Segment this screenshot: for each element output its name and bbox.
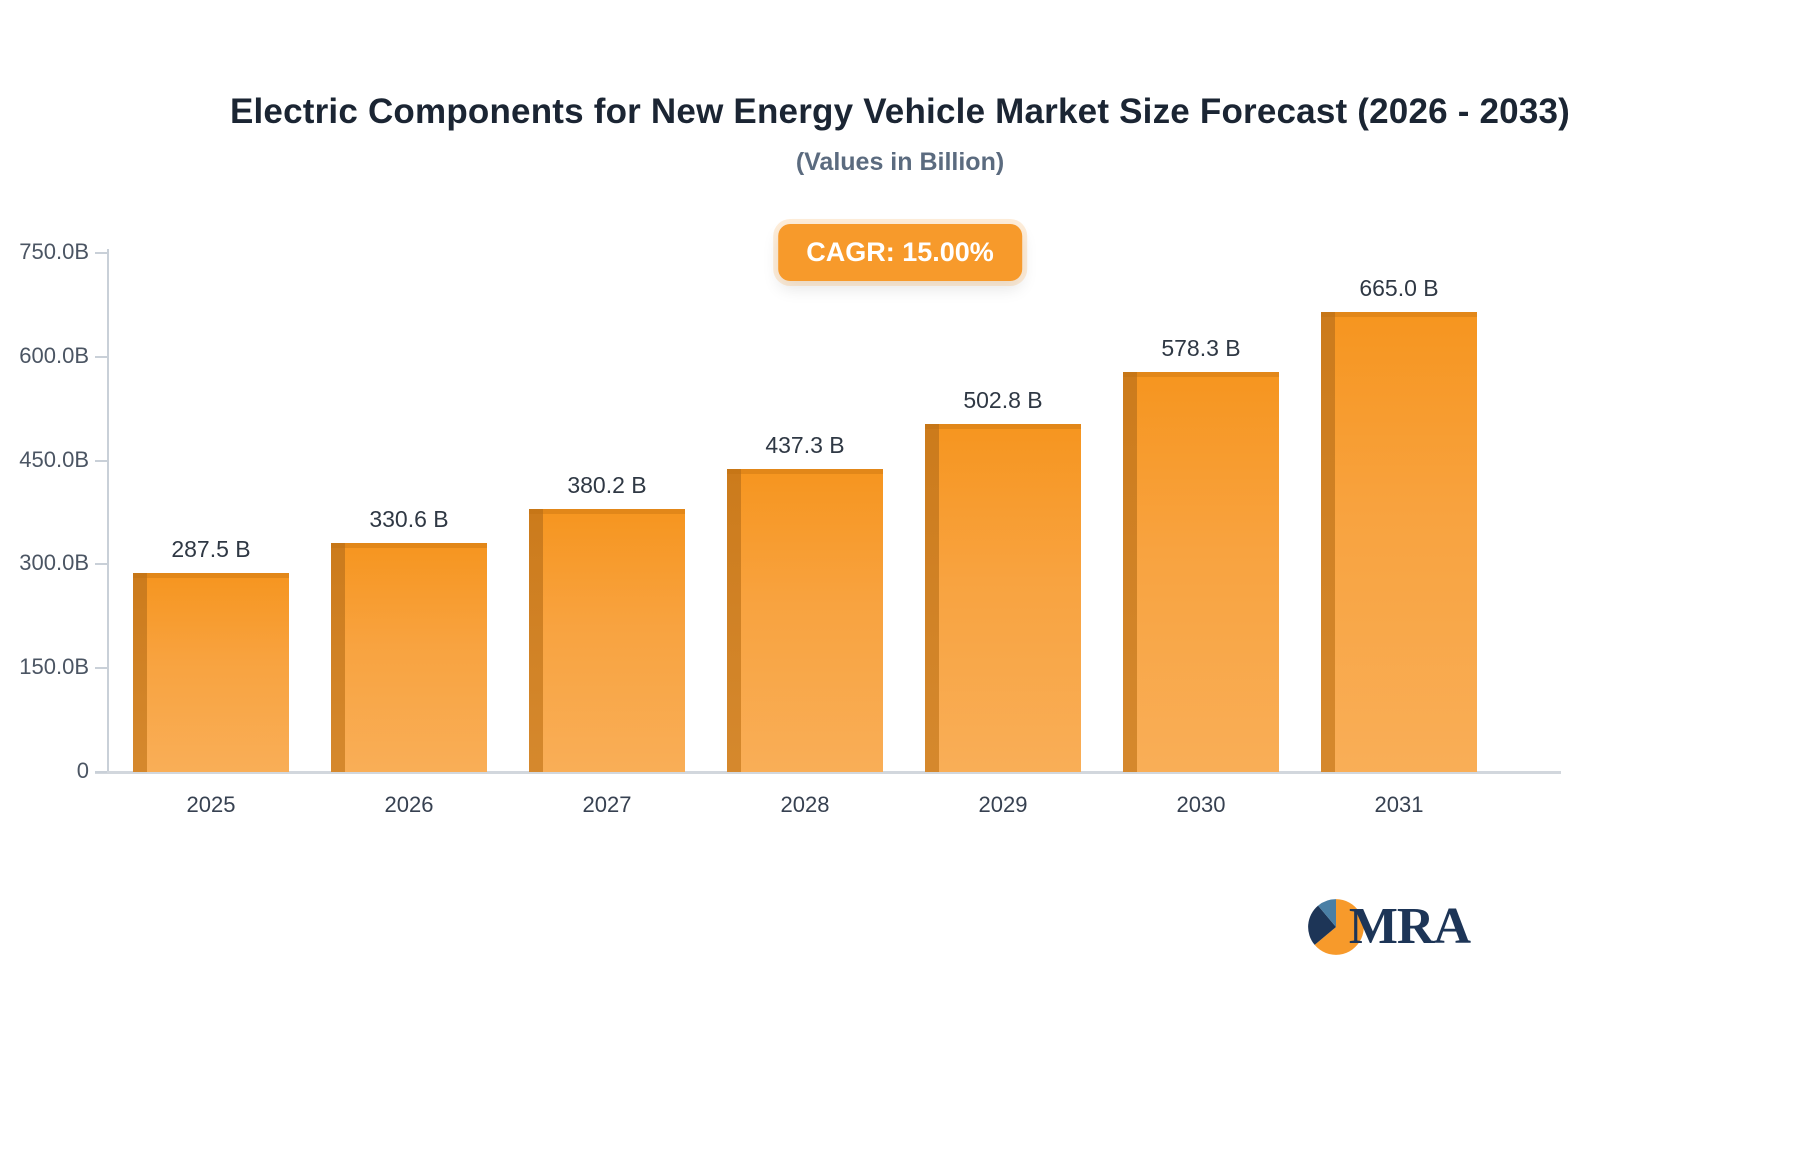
x-axis-line <box>95 771 1561 774</box>
x-axis-category-label: 2028 <box>780 792 830 817</box>
x-axis-category-label: 2025 <box>186 792 236 817</box>
x-axis-category-label: 2026 <box>384 792 434 817</box>
x-axis-category-label: 2031 <box>1374 792 1424 817</box>
bar-value-label: 578.3 B <box>1161 334 1241 361</box>
bar-value-label: 330.6 B <box>369 506 449 533</box>
bar-group: 502.8 B 2029 <box>925 253 1081 817</box>
tick-mark <box>95 459 107 462</box>
bar <box>529 508 685 773</box>
y-axis-tick-label: 300.0B <box>19 550 89 576</box>
mra-logo-pie-icon <box>1307 898 1364 955</box>
bar <box>1321 311 1477 773</box>
bar-group: 380.2 B 2027 <box>529 253 685 817</box>
bar-value-label: 380.2 B <box>567 471 647 498</box>
y-axis-tick-label: 0 <box>76 758 89 783</box>
bar <box>925 424 1081 772</box>
cagr-badge: CAGR: 15.00% <box>778 224 1022 281</box>
bar-value-label: 437.3 B <box>765 432 845 459</box>
bar-group: 287.5 B 2025 <box>133 253 289 817</box>
chart-title: Electric Components for New Energy Vehic… <box>229 92 1571 131</box>
bar-group: 665.0 B 2031 <box>1321 253 1477 817</box>
bar-value-label: 502.8 B <box>963 387 1043 414</box>
plot-area: 287.5 B 2025 330.6 B 2026 380.2 B 2027 4… <box>19 239 1561 817</box>
tick-mark <box>95 563 107 566</box>
mra-logo: MRA <box>1307 897 1471 956</box>
bar-group: 578.3 B 2030 <box>1123 253 1279 817</box>
y-axis-tick-label: 450.0B <box>19 446 89 472</box>
tick-mark <box>95 355 107 358</box>
y-axis-tick-label: 600.0B <box>19 342 89 368</box>
y-axis-tick-label: 750.0B <box>19 239 89 264</box>
chart-subtitle: (Values in Billion) <box>795 148 1005 176</box>
bar <box>727 469 883 772</box>
bar-group: 437.3 B 2028 <box>727 253 883 817</box>
bar-value-label: 287.5 B <box>171 536 251 563</box>
tick-mark <box>95 667 107 670</box>
bar <box>133 573 289 772</box>
x-axis-category-label: 2029 <box>978 792 1028 817</box>
mra-logo-text: MRA <box>1348 898 1471 955</box>
x-axis-category-label: 2030 <box>1176 792 1226 817</box>
bar <box>1123 371 1279 773</box>
tick-mark <box>95 252 107 254</box>
bar <box>331 543 487 772</box>
y-axis-tick-label: 150.0B <box>19 654 89 680</box>
bar-value-label: 665.0 B <box>1359 274 1439 301</box>
x-axis-category-label: 2027 <box>582 792 632 817</box>
bar-group: 330.6 B 2026 <box>331 253 487 817</box>
bars-container: 287.5 B 2025 330.6 B 2026 380.2 B 2027 4… <box>109 253 1519 817</box>
tick-mark <box>95 771 107 773</box>
